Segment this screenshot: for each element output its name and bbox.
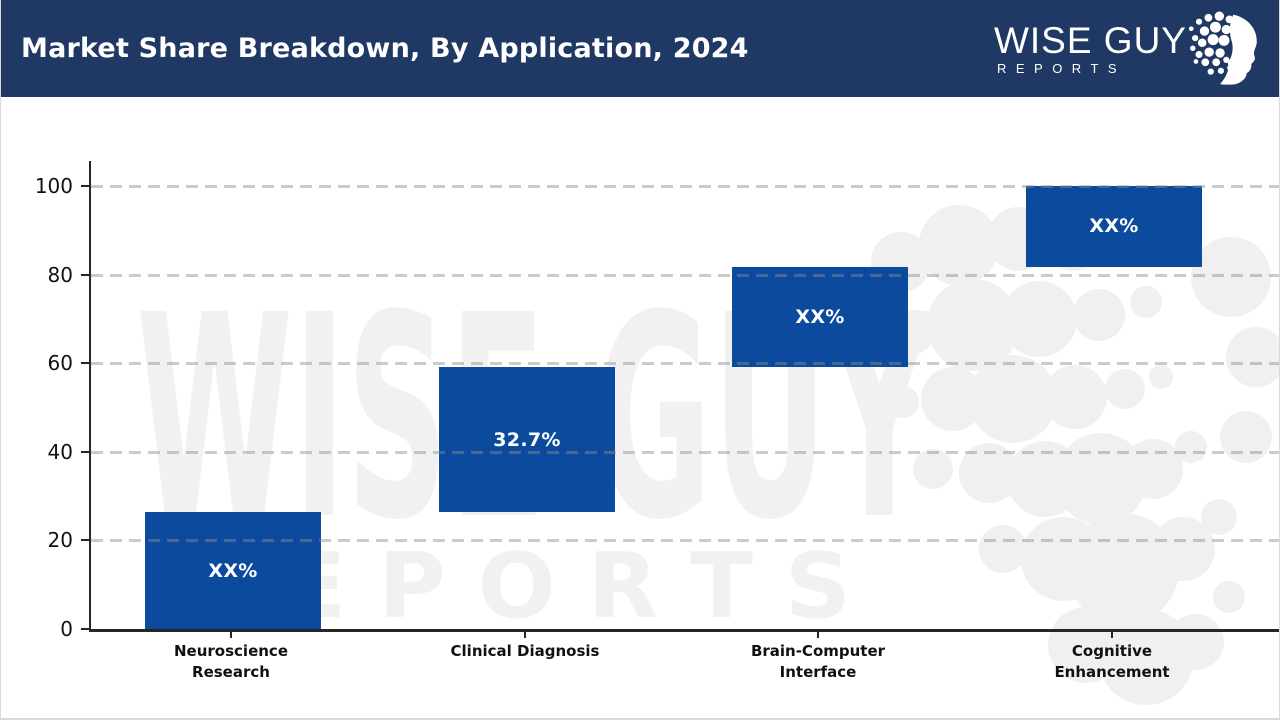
y-tick-label-40: 40	[47, 439, 73, 464]
y-tick-mark	[81, 273, 89, 276]
y-tick-label-100: 100	[34, 174, 73, 198]
y-tick-label-20: 20	[47, 528, 73, 553]
category-label-4: Cognitive Enhancement	[1054, 642, 1170, 681]
x-tick-mark	[230, 632, 232, 638]
gridline-100	[91, 185, 1279, 188]
header-bar: Market Share Breakdown, By Application, …	[1, 0, 1279, 97]
x-tick-mark	[1111, 632, 1113, 638]
category-label-3: Brain-Computer Interface	[750, 642, 886, 681]
x-tick-mark	[524, 632, 526, 638]
y-tick-label-0: 0	[60, 617, 73, 641]
bar-segment-2: 32.7%	[439, 367, 615, 513]
x-tick-mark	[817, 632, 819, 638]
bar-segment-1: XX%	[145, 512, 321, 629]
brand-subtitle: REPORTS	[996, 61, 1127, 76]
gridline-60	[91, 362, 1279, 366]
brand-logo: WISE GUY REPORTS	[994, 6, 1263, 92]
brand-face-icon	[1188, 11, 1257, 85]
y-tick-mark	[81, 628, 89, 630]
bar-segment-4: XX%	[1026, 186, 1202, 267]
chart-area: WISE GUY R E P O R T S XX% 32.7% XX% XX%	[1, 97, 1279, 718]
bar-segment-3: XX%	[732, 266, 908, 368]
gridline-80	[91, 273, 1279, 277]
bar-value-label: 32.7%	[493, 428, 561, 451]
y-tick-label-60: 60	[47, 351, 73, 376]
y-tick-mark	[81, 450, 89, 453]
y-tick-mark	[81, 362, 89, 365]
category-label-2: Clinical Diagnosis	[450, 642, 600, 660]
plot-area: XX% 32.7% XX% XX%	[89, 161, 1279, 629]
brand-name: WISE GUY	[993, 20, 1187, 61]
bar-value-label: XX%	[208, 559, 258, 582]
gridline-40	[91, 450, 1279, 454]
gridline-20	[91, 539, 1279, 543]
bar-value-label: XX%	[795, 305, 845, 328]
y-tick-label-80: 80	[47, 262, 73, 287]
x-axis-line	[89, 629, 1279, 632]
y-tick-mark	[81, 185, 89, 187]
y-tick-mark	[81, 539, 89, 542]
page-title: Market Share Breakdown, By Application, …	[21, 33, 749, 64]
bar-value-label: XX%	[1089, 215, 1139, 238]
brand-wordmark: WISE GUY REPORTS	[994, 22, 1187, 75]
category-label-1: Neuroscience Research	[174, 642, 288, 681]
